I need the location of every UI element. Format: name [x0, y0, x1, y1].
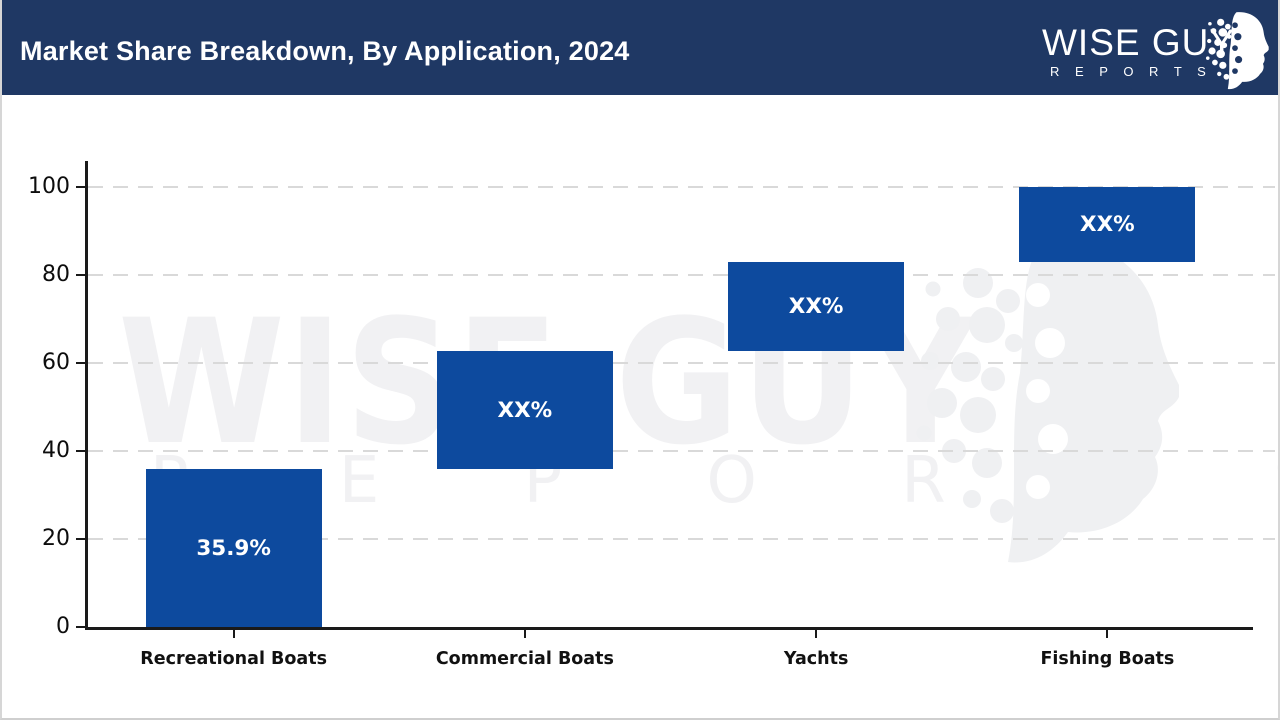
bar-commercial-boats: XX% [436, 351, 613, 470]
y-axis-line [85, 161, 88, 630]
y-tick-label: 20 [42, 526, 70, 551]
x-tick-mark [1106, 630, 1109, 638]
y-tick-label: 40 [42, 438, 70, 463]
x-tick-mark [523, 630, 526, 638]
y-tick-label: 0 [56, 614, 70, 639]
x-tick-mark [815, 630, 818, 638]
bar-value-label: XX% [788, 293, 844, 319]
x-category-label: Yachts [783, 649, 849, 669]
y-tick-mark [76, 538, 85, 540]
x-category-label: Fishing Boats [1040, 649, 1175, 669]
y-gridline [88, 450, 1275, 452]
bar-value-label: XX% [497, 397, 553, 423]
wise-guy-logo: WISE GUY R E P O R T S [992, 6, 1272, 90]
y-tick-label: 80 [42, 262, 70, 287]
x-category-label: Commercial Boats [435, 649, 614, 669]
y-tick-mark [76, 450, 85, 452]
x-category-label: Recreational Boats [140, 649, 327, 669]
y-tick-mark [76, 362, 85, 364]
page-title: Market Share Breakdown, By Application, … [20, 36, 630, 66]
plot-area: 0 20 40 60 80 100 35.9% Recreational Boats XX% Co… [28, 161, 1275, 669]
watermark-face-icon [916, 240, 1179, 563]
x-tick-mark [232, 630, 235, 638]
y-gridline [88, 362, 1275, 364]
y-gridline [88, 538, 1275, 540]
bar-value-label: 35.9% [196, 535, 271, 561]
logo-subtitle: R E P O R T S [1050, 64, 1212, 79]
x-axis-line [85, 627, 1253, 630]
y-tick-mark [76, 274, 85, 276]
y-tick-mark [76, 186, 85, 188]
y-tick-label: 100 [28, 174, 70, 199]
y-gridline [88, 274, 1275, 276]
bar-recreational-boats: 35.9% [145, 469, 322, 627]
logo-face-icon [1205, 12, 1269, 90]
y-gridline [88, 186, 1275, 188]
bar-value-label: XX% [1080, 211, 1135, 237]
header-bar: Market Share Breakdown, By Application, … [0, 0, 1280, 95]
y-tick-label: 60 [42, 350, 70, 375]
bar-yachts: XX% [728, 261, 905, 352]
y-tick-mark [76, 626, 85, 628]
bar-fishing-boats: XX% [1019, 187, 1196, 262]
logo-wordmark: WISE GUY [1042, 22, 1236, 63]
